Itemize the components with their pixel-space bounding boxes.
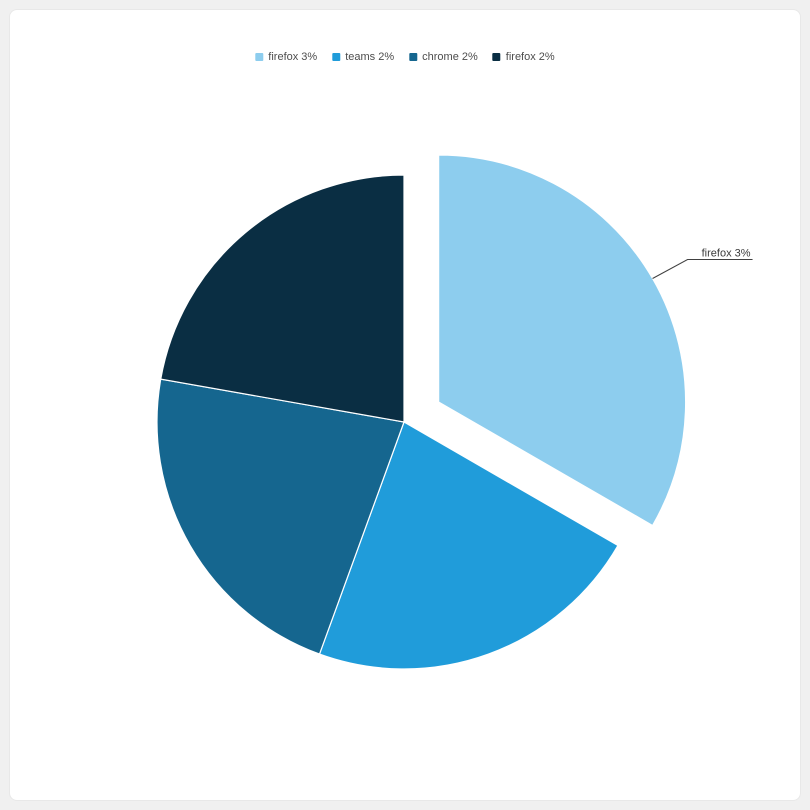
legend-label: teams 2% [345,51,395,63]
legend-swatch-icon [255,53,264,61]
legend-label: chrome 2% [422,51,478,63]
legend-swatch-icon [332,53,341,61]
legend-swatch-icon [409,53,418,61]
chart-legend: firefox 3% teams 2% chrome 2% firefox 2% [255,51,555,63]
pie-slice-firefox-3[interactable] [438,154,687,527]
pie-slice-chrome-2[interactable] [156,378,405,655]
slice-callout-label: firefox 3% [702,248,751,260]
legend-item-teams-2[interactable]: teams 2% [332,51,394,63]
legend-item-firefox-3[interactable]: firefox 3% [255,51,317,63]
legend-item-chrome-2[interactable]: chrome 2% [409,51,478,63]
callout-leader-line [652,259,753,279]
pie-slices-group [156,154,687,670]
legend-swatch-icon [492,53,501,61]
pie-slice-teams-2[interactable] [318,421,619,670]
legend-item-firefox-2[interactable]: firefox 2% [492,51,555,63]
legend-label: firefox 3% [268,51,318,63]
pie-slice-firefox-2[interactable] [160,174,405,423]
legend-label: firefox 2% [505,51,555,63]
